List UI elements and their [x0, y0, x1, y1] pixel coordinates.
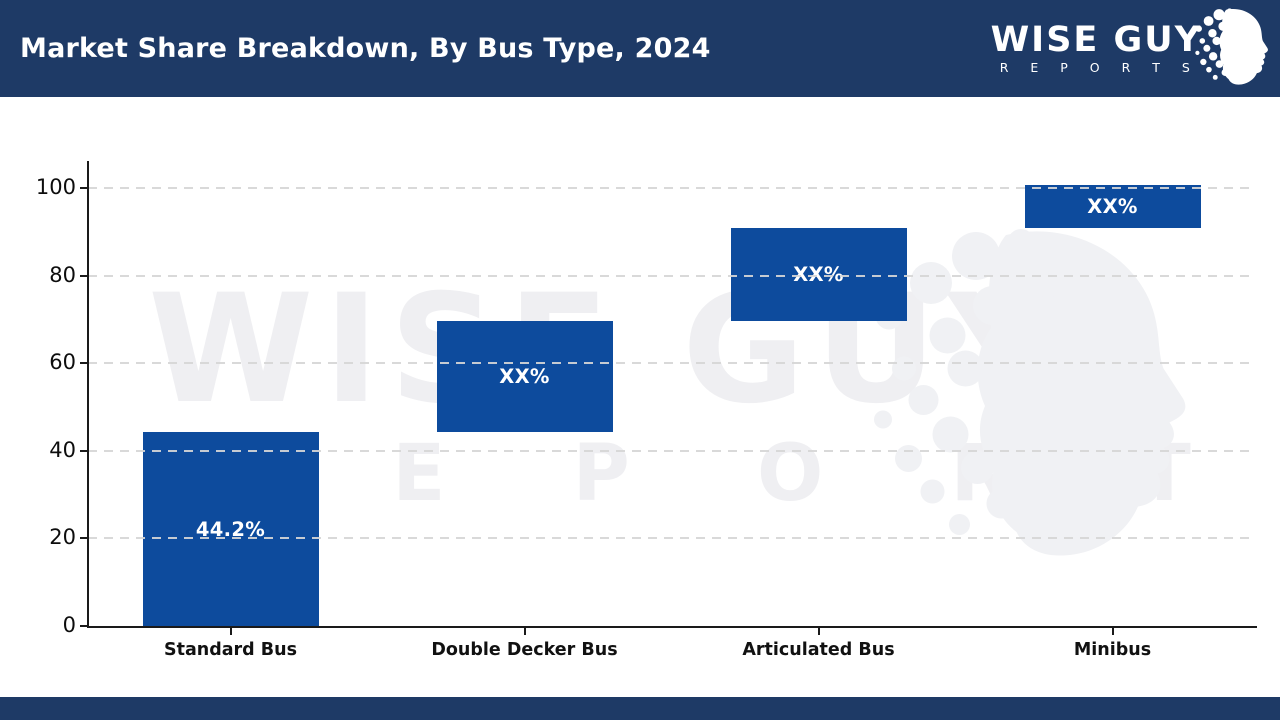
y-tick-label: 80	[49, 262, 76, 287]
page-title: Market Share Breakdown, By Bus Type, 202…	[20, 33, 711, 64]
y-tick-label: 60	[49, 350, 76, 375]
brand-logo-text: WISE GUY R E P O R T S	[990, 19, 1202, 76]
gridline-y-40	[88, 449, 1256, 452]
x-tick-label-4: Minibus	[1073, 640, 1152, 660]
x-tick-label-1: Standard Bus	[163, 640, 298, 660]
header-bar: Market Share Breakdown, By Bus Type, 202…	[0, 0, 1280, 97]
logo-dotted-head-icon	[1195, 7, 1268, 85]
y-tick-mark	[80, 537, 87, 540]
gridline-y-80	[88, 274, 1256, 277]
bar-label: 44.2%	[195, 517, 266, 541]
brand-logo-subtitle: R E P O R T S	[999, 60, 1199, 76]
x-tick-label-2: Double Decker Bus	[431, 640, 618, 660]
bar-label: XX%	[1087, 194, 1138, 218]
bar-2: XX%	[436, 321, 613, 433]
x-tick-label-3: Articulated Bus	[742, 640, 895, 660]
gridline-y-60	[88, 362, 1256, 365]
gridline-y-100	[88, 187, 1256, 189]
y-tick-mark	[80, 362, 87, 365]
y-tick-mark	[80, 625, 87, 627]
brand-logo: WISE GUY R E P O R T S	[991, 7, 1280, 91]
brand-logo-name: WISE GUY	[990, 19, 1202, 60]
y-tick-mark	[80, 449, 87, 452]
bar-label: XX%	[793, 262, 844, 286]
y-tick-label: 20	[49, 525, 76, 550]
gridline-y-20	[88, 537, 1256, 540]
x-axis-spine	[87, 626, 1257, 628]
x-tick-mark	[817, 628, 820, 635]
x-tick-mark	[523, 628, 526, 635]
y-axis-spine	[87, 161, 89, 628]
y-tick-label: 0	[62, 613, 76, 637]
bar-1: 44.2%	[142, 432, 319, 626]
y-tick-label: 40	[49, 437, 76, 462]
y-tick-mark	[80, 274, 87, 277]
y-tick-label: 100	[35, 175, 76, 199]
x-tick-mark	[229, 628, 232, 635]
x-tick-mark	[1111, 628, 1114, 635]
footer-bar	[0, 697, 1280, 720]
bar-3: XX%	[730, 227, 907, 322]
bar-label: XX%	[499, 365, 550, 389]
y-tick-mark	[80, 187, 87, 189]
bar-4: XX%	[1024, 184, 1201, 228]
